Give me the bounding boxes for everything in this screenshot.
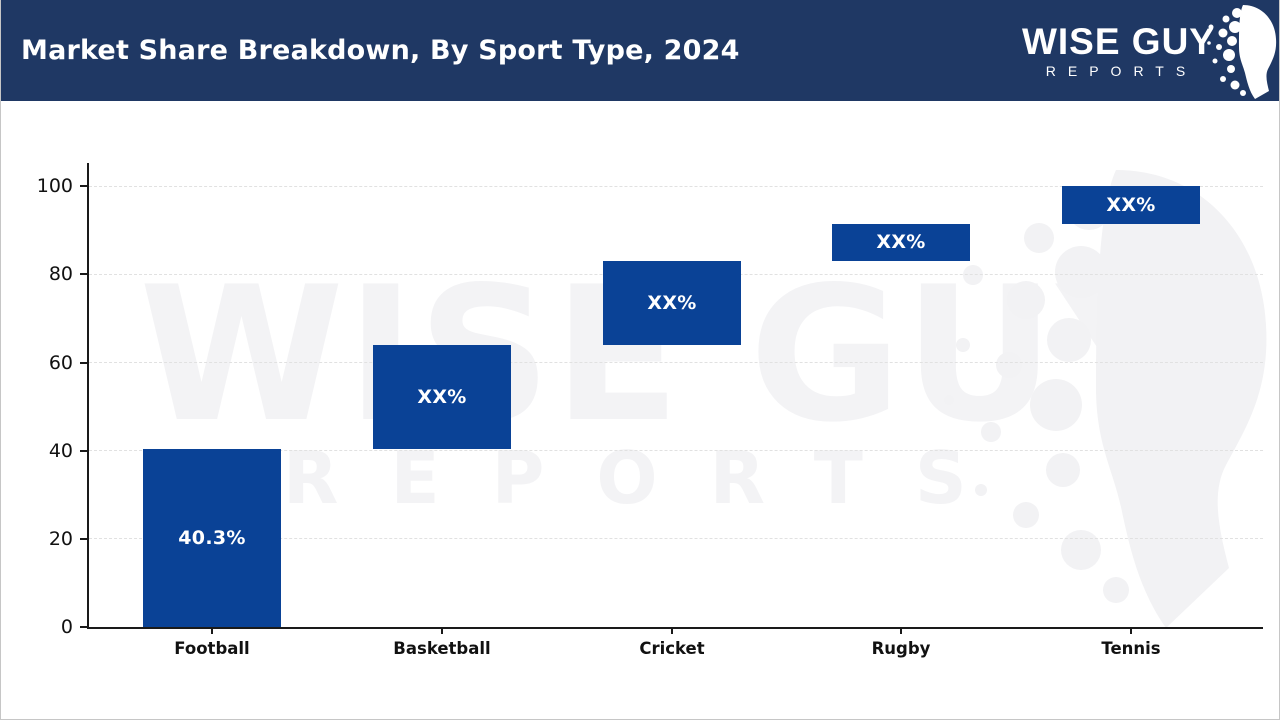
bar-cricket: XX% <box>603 261 741 345</box>
page-title: Market Share Breakdown, By Sport Type, 2… <box>21 35 740 66</box>
brand-subname: REPORTS <box>1045 63 1198 79</box>
y-tick <box>80 185 89 188</box>
header: Market Share Breakdown, By Sport Type, 2… <box>1 0 1279 101</box>
y-tick <box>80 449 89 452</box>
x-axis-label-cricket: Cricket <box>639 639 705 658</box>
x-tick <box>1130 628 1132 634</box>
y-axis <box>87 163 89 629</box>
bar-value-label: XX% <box>876 231 926 254</box>
brand-logo-text: WISE GUY REPORTS <box>1022 23 1215 78</box>
bar-tennis: XX% <box>1062 186 1200 224</box>
y-tick-label: 40 <box>48 439 73 462</box>
gridline <box>89 450 1263 452</box>
gridline <box>89 185 1263 187</box>
bar-value-label: XX% <box>1106 194 1156 217</box>
y-tick-label: 20 <box>48 527 73 550</box>
bar-basketball: XX% <box>373 344 511 450</box>
y-tick <box>80 626 89 628</box>
y-tick <box>80 361 89 364</box>
gridline <box>89 362 1263 364</box>
brand-head-icon <box>1207 4 1277 99</box>
bar-value-label: XX% <box>417 386 467 409</box>
y-tick-label: 80 <box>48 263 73 286</box>
bar-value-label: XX% <box>647 292 697 315</box>
bar-football: 40.3% <box>143 449 281 627</box>
x-axis <box>87 627 1263 629</box>
x-tick <box>671 628 673 634</box>
brand-name: WISE GUY <box>1021 21 1215 62</box>
y-tick <box>80 537 89 540</box>
x-tick <box>900 628 902 634</box>
y-tick <box>80 273 89 276</box>
y-tick-label: 60 <box>48 351 73 374</box>
x-axis-label-tennis: Tennis <box>1101 639 1161 658</box>
y-tick-label: 0 <box>60 616 73 638</box>
x-tick <box>211 628 213 634</box>
bar-value-label: 40.3% <box>178 527 246 550</box>
brand-logo: WISE GUY REPORTS <box>1022 3 1277 99</box>
bar-rugby: XX% <box>832 223 970 262</box>
x-tick <box>441 628 443 634</box>
gridline <box>89 538 1263 540</box>
x-axis-label-rugby: Rugby <box>871 639 931 658</box>
x-axis-label-basketball: Basketball <box>393 639 491 658</box>
y-tick-label: 100 <box>36 175 73 198</box>
x-axis-label-football: Football <box>174 639 250 658</box>
